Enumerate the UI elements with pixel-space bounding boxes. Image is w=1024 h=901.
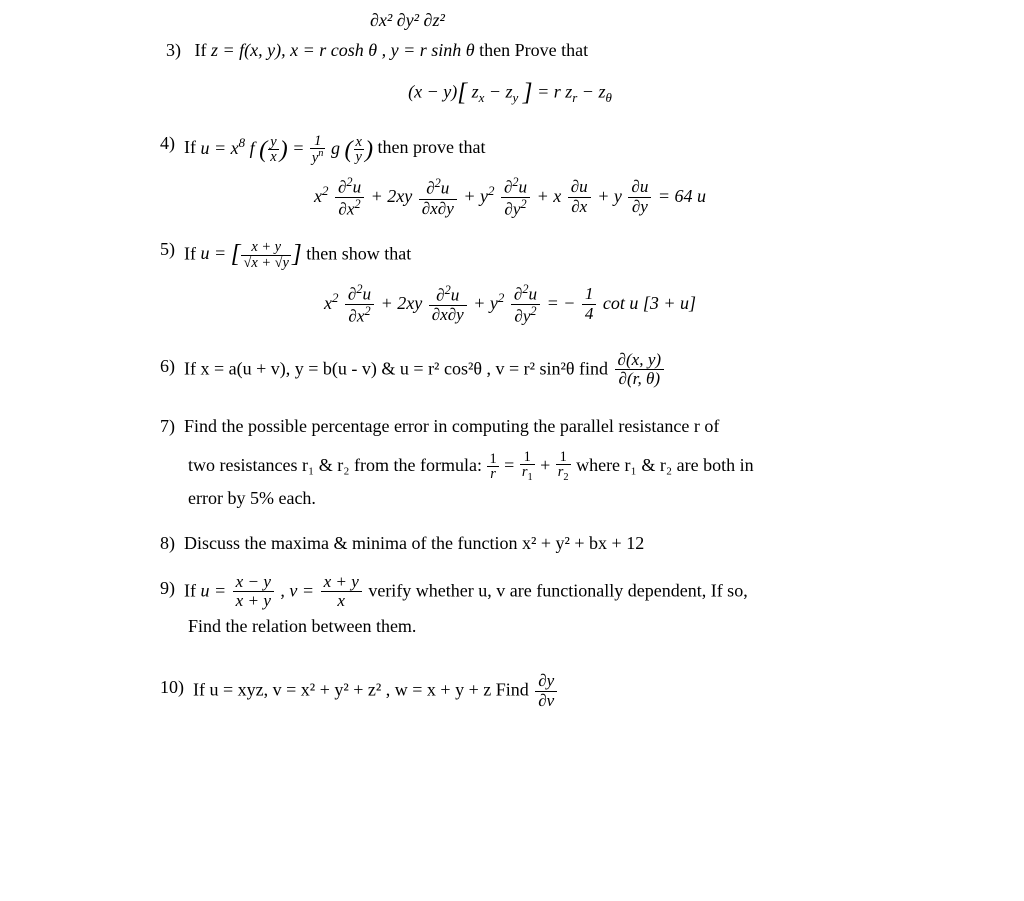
equation: (x − y)[ zx − zy ] = r zr − zθ bbox=[160, 72, 860, 115]
question-text: If bbox=[193, 679, 210, 699]
equation: x2 ∂2u∂x2 + 2xy ∂2u∂x∂y + y2 ∂2u∂y2 + x … bbox=[160, 176, 860, 220]
question-text: find bbox=[579, 358, 613, 378]
question-number: 5) bbox=[160, 234, 175, 265]
question-text: If bbox=[195, 40, 212, 60]
math-expr: x² + y² + bx + 12 bbox=[522, 533, 644, 553]
math-expr: u = x − yx + y , v = x + yx bbox=[201, 573, 364, 612]
question-text: verify whether u, v are functionally dep… bbox=[368, 580, 747, 600]
question-text: If bbox=[184, 580, 201, 600]
question-6: 6) If x = a(u + v), y = b(u - v) & u = r… bbox=[160, 351, 860, 390]
math-expr: x = a(u + v), y = b(u - v) & u = r² cos²… bbox=[201, 358, 575, 378]
document-page: ∂x² ∂y² ∂z² 3) If z = f(x, y), x = r cos… bbox=[0, 0, 880, 744]
question-text: then Prove that bbox=[479, 40, 588, 60]
question-number: 3) bbox=[166, 35, 181, 66]
question-number: 6) bbox=[160, 351, 175, 382]
question-text: If bbox=[184, 243, 201, 263]
question-7: 7) Find the possible percentage error in… bbox=[160, 411, 860, 514]
math-expr: u = [x + y√x + √y] bbox=[201, 243, 307, 263]
question-text: Discuss the maxima & minima of the funct… bbox=[184, 533, 522, 553]
question-number: 10) bbox=[160, 672, 184, 703]
math-expr: u = xyz, v = x² + y² + z² , w = x + y + … bbox=[210, 679, 492, 699]
question-8: 8) Discuss the maxima & minima of the fu… bbox=[160, 528, 860, 559]
question-text: Find the possible percentage error in co… bbox=[184, 416, 719, 436]
question-5: 5) If u = [x + y√x + √y] then show that … bbox=[160, 234, 860, 327]
question-4: 4) If u = x8 f (yx) = 1yn g (xy) then pr… bbox=[160, 128, 860, 219]
question-text: then show that bbox=[306, 243, 411, 263]
equation: x2 ∂2u∂x2 + 2xy ∂2u∂x∂y + y2 ∂2u∂y2 = − … bbox=[160, 283, 860, 327]
question-line: error by 5% each. bbox=[188, 483, 860, 514]
math-expr: ∂y∂v bbox=[533, 679, 559, 699]
question-9: 9) If u = x − yx + y , v = x + yx verify… bbox=[160, 573, 860, 642]
partial-top-cut: ∂x² ∂y² ∂z² bbox=[370, 10, 860, 31]
question-text: If bbox=[184, 138, 201, 158]
question-number: 8) bbox=[160, 528, 175, 559]
question-10: 10) If u = xyz, v = x² + y² + z² , w = x… bbox=[160, 672, 860, 711]
question-text: where r₁ & r₂ are both in bbox=[576, 455, 754, 475]
question-3: 3) If z = f(x, y), x = r cosh θ , y = r … bbox=[160, 35, 860, 114]
math-expr: z = f(x, y), x = r cosh θ , y = r sinh θ bbox=[211, 40, 475, 60]
question-number: 4) bbox=[160, 128, 175, 159]
question-text: then prove that bbox=[378, 138, 486, 158]
question-line: Find the relation between them. bbox=[188, 611, 860, 642]
math-expr: u = x8 f (yx) = 1yn g (xy) bbox=[201, 138, 378, 158]
question-number: 9) bbox=[160, 573, 175, 604]
question-text: two resistances r₁ & r₂ from the formula… bbox=[188, 455, 486, 475]
question-text: Find bbox=[496, 679, 534, 699]
question-line: two resistances r₁ & r₂ from the formula… bbox=[188, 450, 860, 484]
math-expr: 1r = 1r1 + 1r2 bbox=[486, 455, 576, 475]
math-expr: ∂(x, y)∂(r, θ) bbox=[613, 358, 667, 378]
question-text: If bbox=[184, 358, 201, 378]
question-number: 7) bbox=[160, 411, 175, 442]
